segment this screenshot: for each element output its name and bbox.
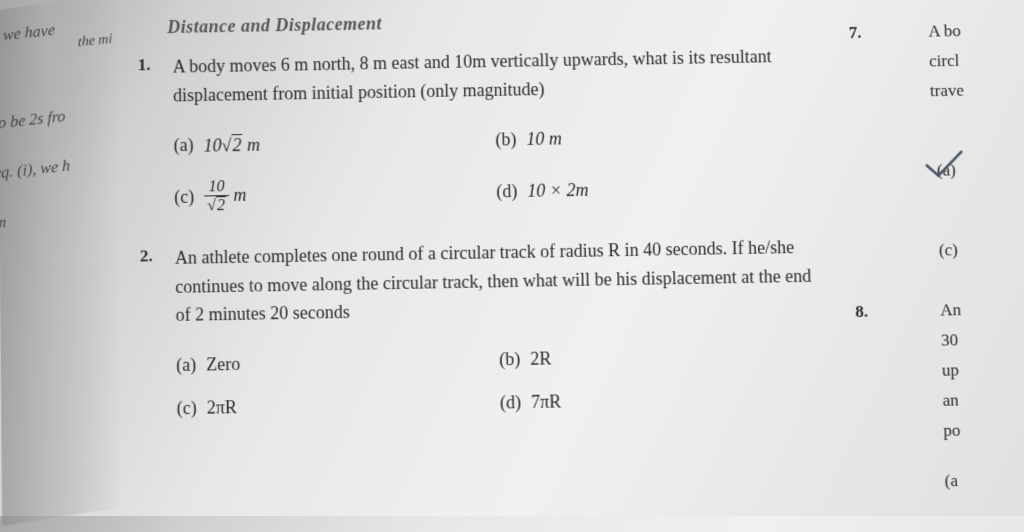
option-label: (a)	[174, 135, 194, 156]
option-label: (d)	[500, 392, 521, 413]
option-label: (a)	[176, 355, 196, 376]
question-text: A body moves 6 m north, 8 m east and 10m…	[173, 42, 817, 110]
partial-text: trave	[930, 81, 964, 101]
option-d: (d) 7πR	[500, 387, 824, 414]
question-1-options: (a) 102 m (b) 10 m (c) 10 2 m (d) 10 × 2…	[174, 124, 819, 216]
partial-text: up	[942, 360, 960, 380]
question-text: An athlete completes one round of a circ…	[175, 232, 822, 330]
margin-text: the mi	[78, 32, 113, 51]
option-label: (b)	[499, 349, 520, 370]
question-number: 1.	[138, 53, 174, 111]
margin-text: eq. (i), we h	[0, 157, 70, 183]
option-value: 7πR	[531, 392, 562, 414]
partial-text: A bo	[928, 21, 961, 41]
option-b: (b) 10 m	[495, 124, 817, 151]
question-2: 2. An athlete completes one round of a c…	[140, 232, 822, 330]
option-a: (a) Zero	[176, 350, 499, 377]
partial-option: (a	[944, 471, 958, 491]
question-2-options: (a) Zero (b) 2R (c) 2πR (d) 7πR	[176, 344, 823, 420]
option-d: (d) 10 × 2m	[496, 167, 819, 210]
partial-option: (c)	[939, 240, 958, 260]
option-c: (c) 2πR	[177, 393, 501, 420]
section-header: Distance and Displacement	[167, 6, 815, 38]
option-value: Zero	[206, 354, 240, 376]
question-number: 7.	[849, 23, 862, 43]
option-value: 102 m	[203, 133, 260, 156]
option-value: 2R	[530, 349, 551, 370]
option-value: 10 × 2m	[527, 179, 588, 201]
option-value: 10 2 m	[204, 177, 247, 215]
left-page-margin: we have the mi to be 2s fro eq. (i), we …	[0, 2, 138, 532]
partial-text: po	[943, 421, 961, 441]
partial-text: 30	[941, 330, 959, 350]
option-a: (a) 102 m	[174, 129, 496, 156]
option-value: 2πR	[207, 397, 237, 419]
option-label: (d)	[496, 181, 517, 202]
question-number: 2.	[140, 244, 176, 331]
partial-text: an	[942, 390, 959, 410]
option-c: (c) 10 2 m	[174, 173, 497, 216]
partial-text: An	[940, 300, 961, 320]
question-1: 1. A body moves 6 m north, 8 m east and …	[138, 42, 817, 111]
option-b: (b) 2R	[499, 344, 822, 371]
main-content-area: Distance and Displacement 1. A body move…	[137, 6, 823, 420]
margin-text: m	[0, 214, 6, 233]
partial-text: circl	[929, 51, 960, 71]
option-label: (b)	[495, 129, 516, 150]
partial-option: (a)	[937, 160, 956, 180]
margin-text: to be 2s fro	[0, 108, 66, 133]
option-value: 10 m	[526, 129, 562, 151]
right-page-partial: 7. A bo circl trave (a) (c) 8. An 30 up …	[838, 12, 1017, 15]
option-label: (c)	[177, 398, 197, 419]
question-number: 8.	[855, 302, 868, 322]
margin-text: we have	[3, 22, 55, 45]
option-label: (c)	[174, 186, 194, 207]
